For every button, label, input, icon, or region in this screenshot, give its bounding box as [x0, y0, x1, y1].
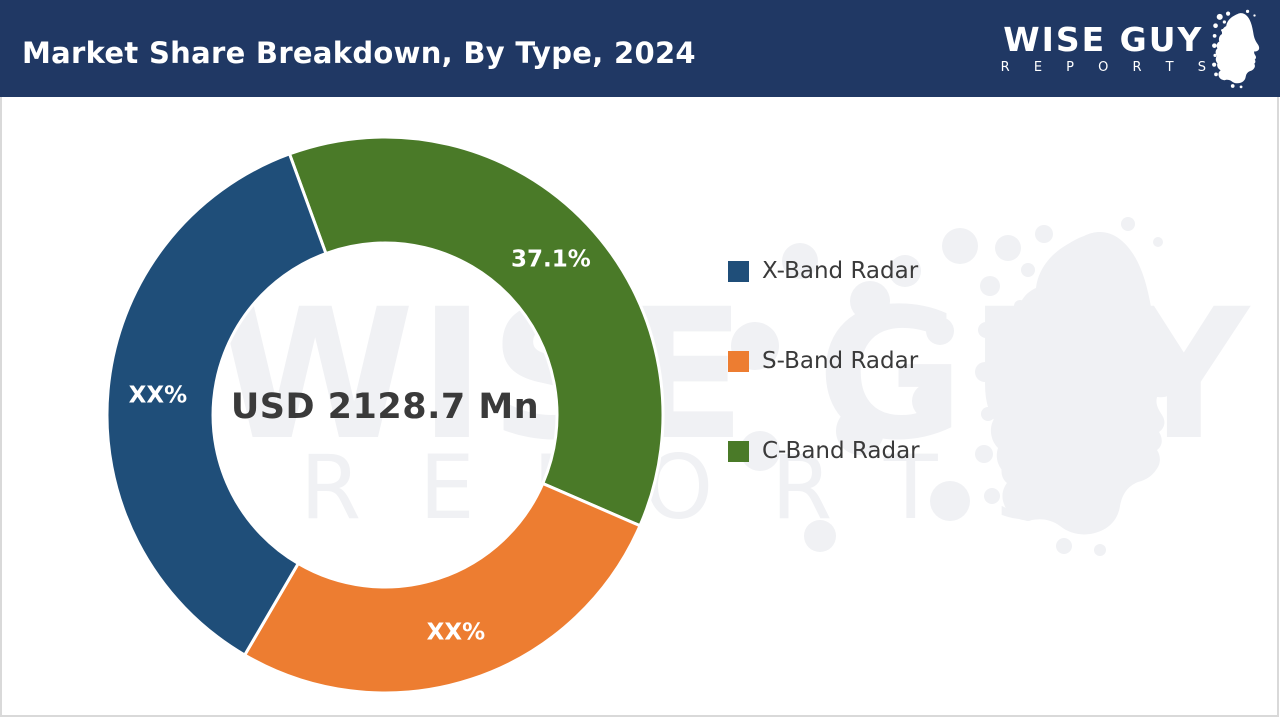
brand-face-icon: [1212, 9, 1260, 89]
legend-label-x-band: X-Band Radar: [762, 258, 919, 284]
donut-chart: 37.1% XX% XX%: [105, 135, 665, 695]
segment-value-label-c-band-radar: 37.1%: [511, 247, 591, 273]
legend-swatch-s-band: [728, 350, 749, 372]
donut-segment-s-band-radar: [242, 481, 642, 695]
chart-legend: X-Band Radar S-Band Radar C-Band Radar: [728, 256, 920, 526]
brand-name: WISE GUY: [1003, 20, 1204, 59]
legend-item-c-band: C-Band Radar: [728, 436, 920, 466]
legend-label-c-band: C-Band Radar: [762, 438, 920, 464]
segment-value-label-s-band-radar: XX%: [427, 620, 486, 646]
brand-subtitle: R E P O R T S: [1000, 60, 1216, 75]
brand-wordmark: WISE GUY R E P O R T S: [1001, 23, 1206, 75]
donut-segment-c-band-radar: [287, 135, 665, 528]
legend-swatch-x-band: [728, 260, 749, 282]
page-title: Market Share Breakdown, By Type, 2024: [22, 36, 696, 70]
brand-logo: WISE GUY R E P O R T S: [1001, 8, 1264, 90]
header: Market Share Breakdown, By Type, 2024 WI…: [0, 0, 1280, 97]
legend-label-s-band: S-Band Radar: [762, 348, 919, 374]
watermark-wordmark-line2: REPORTS: [300, 436, 1110, 539]
legend-item-x-band: X-Band Radar: [728, 256, 920, 286]
segment-value-label-x-band-radar: XX%: [129, 383, 188, 409]
legend-item-s-band: S-Band Radar: [728, 346, 920, 376]
donut-segment-x-band-radar: [105, 151, 328, 658]
legend-swatch-c-band: [728, 440, 749, 462]
watermark-face-icon: [731, 217, 1179, 556]
